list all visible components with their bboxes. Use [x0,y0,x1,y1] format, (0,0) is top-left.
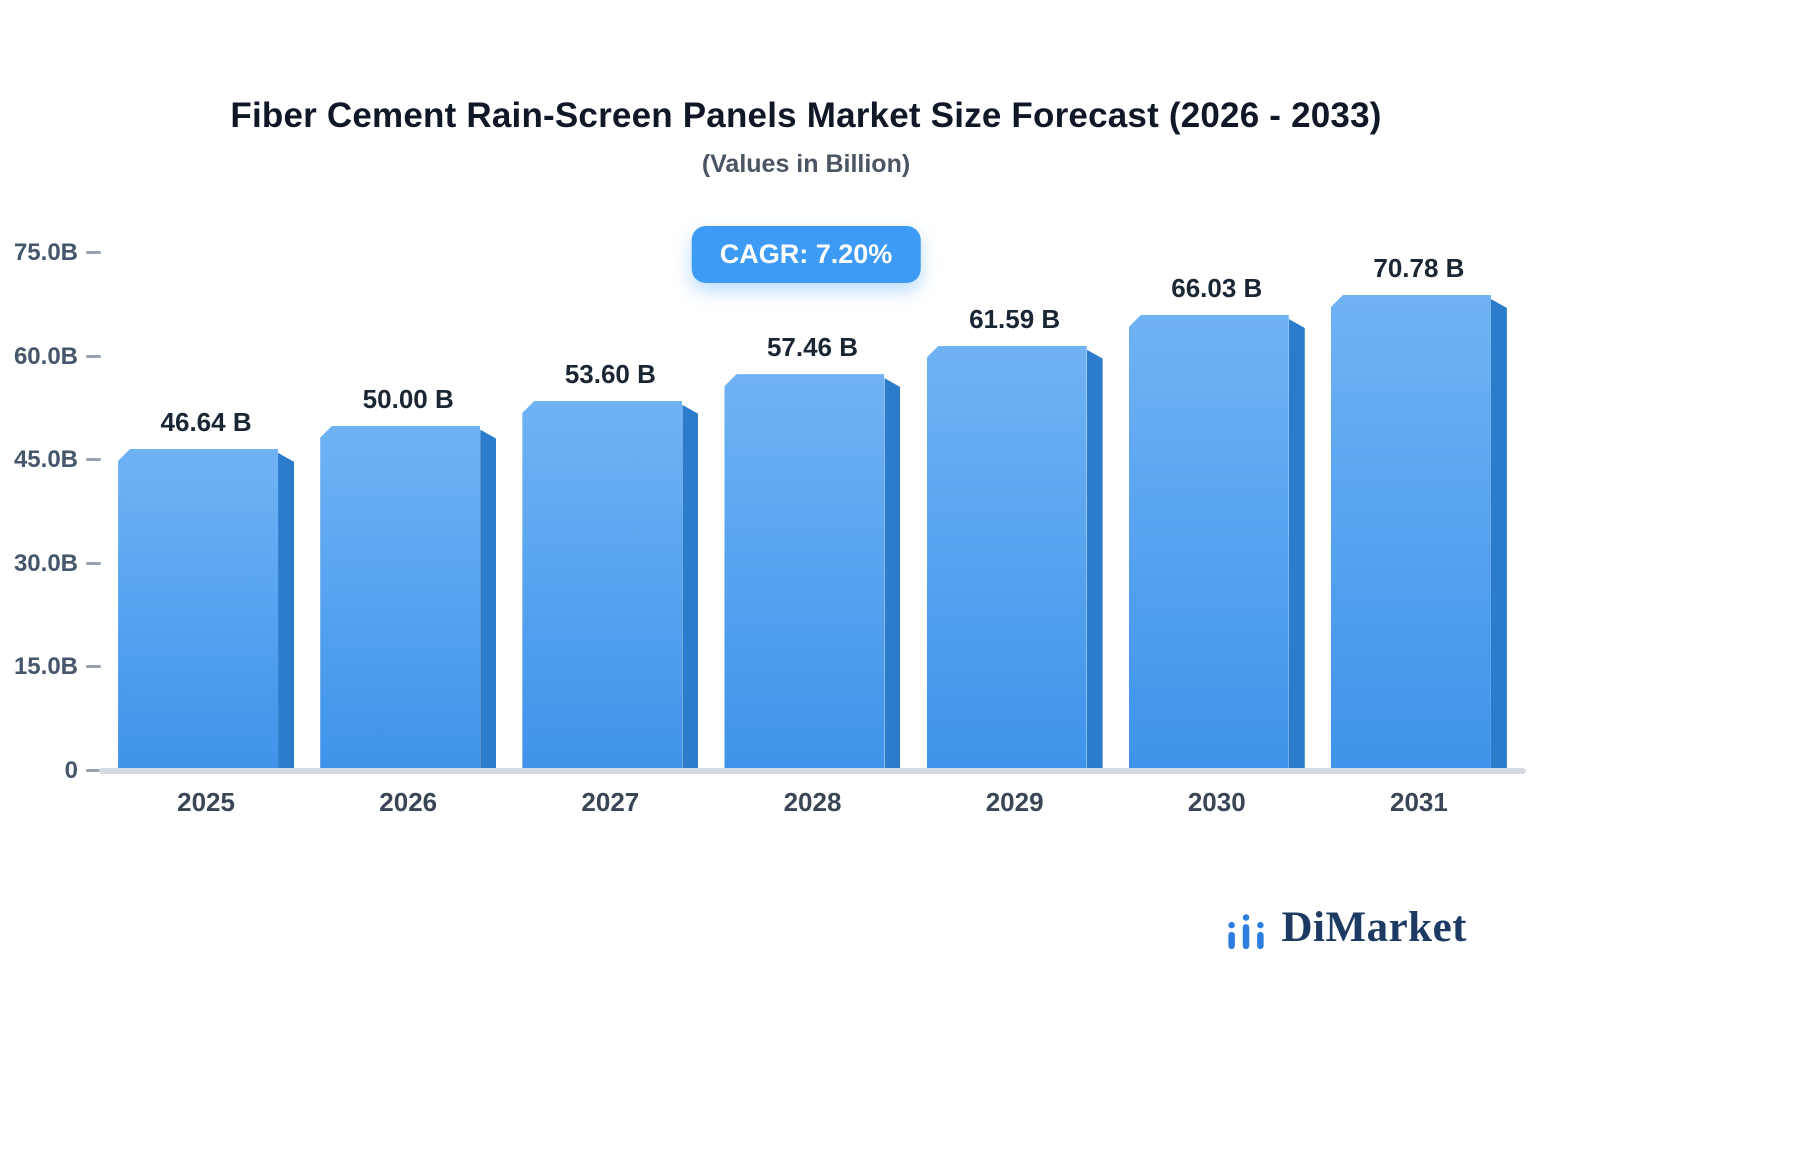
bar-face [1128,314,1289,771]
y-tick-mark [86,665,101,669]
bar [1128,314,1305,771]
bar-side-shadow [480,429,497,771]
y-tick-label: 0 [64,757,78,784]
cagr-badge: CAGR: 7.20% [691,226,921,283]
bar-value-label: 57.46 B [766,332,859,363]
bar-face [1330,295,1491,771]
x-axis-label: 2028 [783,787,842,817]
bar [522,400,699,771]
plot-area: 0 15.0B 30.0B 45.0B 60.0B 75.0B 46.64 B 50.00 … [14,239,1526,817]
y-tick-label: 60.0B [13,342,78,370]
bar-side-shadow [1288,318,1305,771]
y-tick-mark [86,354,101,358]
y-tick-label: 30.0B [13,549,78,577]
y-tick-mark [86,561,101,565]
bar-slot: 70.78 B [1318,253,1520,771]
x-axis-label: 2029 [985,787,1044,817]
y-tick-mark [86,458,101,462]
bar-face [724,374,885,771]
x-axis-line [99,768,1526,774]
bar [118,448,295,771]
bar-face [118,448,279,771]
x-axis-label: 2025 [177,787,235,817]
bar-value-label: 66.03 B [1171,272,1263,303]
y-tick-label: 75.0B [13,239,78,266]
y-tick-label: 15.0B [13,653,78,681]
bar-face [320,425,481,771]
bar-face [522,400,683,771]
bar [1330,295,1507,771]
bar-value-label: 46.64 B [160,406,252,437]
chart-subtitle: (Values in Billion) [701,150,911,178]
brand-logo: DiMarket [1223,903,1468,952]
x-axis-label: 2031 [1389,787,1448,817]
bar-side-shadow [1490,299,1507,771]
y-axis: 0 15.0B 30.0B 45.0B 60.0B 75.0B [14,239,1520,784]
brand-name: DiMarket [1281,904,1467,951]
bar [926,345,1103,771]
bar [724,374,901,771]
bar-side-shadow [884,378,901,771]
y-tick-label: 45.0B [13,446,78,474]
bar-slot: 46.64 B [105,253,307,771]
bar-slot: 61.59 B [914,253,1116,771]
bar-slot: 57.46 B [711,253,913,771]
bar-face [926,345,1087,771]
bar-slot: 66.03 B [1116,253,1318,771]
x-axis-label: 2030 [1187,787,1246,817]
bar-side-shadow [682,404,699,771]
bar [320,425,497,771]
bar-side-shadow [1086,349,1103,771]
bar-value-label: 50.00 B [362,383,454,414]
bar-side-shadow [278,452,295,771]
x-axis-label: 2027 [581,787,640,817]
x-axis-labels: 2025 2026 2027 2028 2029 2030 2031 [105,787,1520,818]
x-axis-label: 2026 [379,787,438,817]
bar-chart-icon [1227,913,1264,949]
bar-value-label: 70.78 B [1373,253,1465,283]
bar-value-label: 61.59 B [969,303,1061,334]
bars-container: 46.64 B 50.00 B 53.60 B 57.46 B 61.59 B 66.03… [105,253,1520,771]
bar-value-label: 53.60 B [564,358,656,389]
bar-slot: 50.00 B [307,253,509,771]
y-tick-mark [86,769,101,772]
chart-title: Fiber Cement Rain-Screen Panels Market S… [230,96,1382,135]
y-tick-mark [86,251,101,254]
bar-slot: 53.60 B [509,253,711,771]
cagr-badge-label: CAGR: 7.20% [719,239,893,269]
